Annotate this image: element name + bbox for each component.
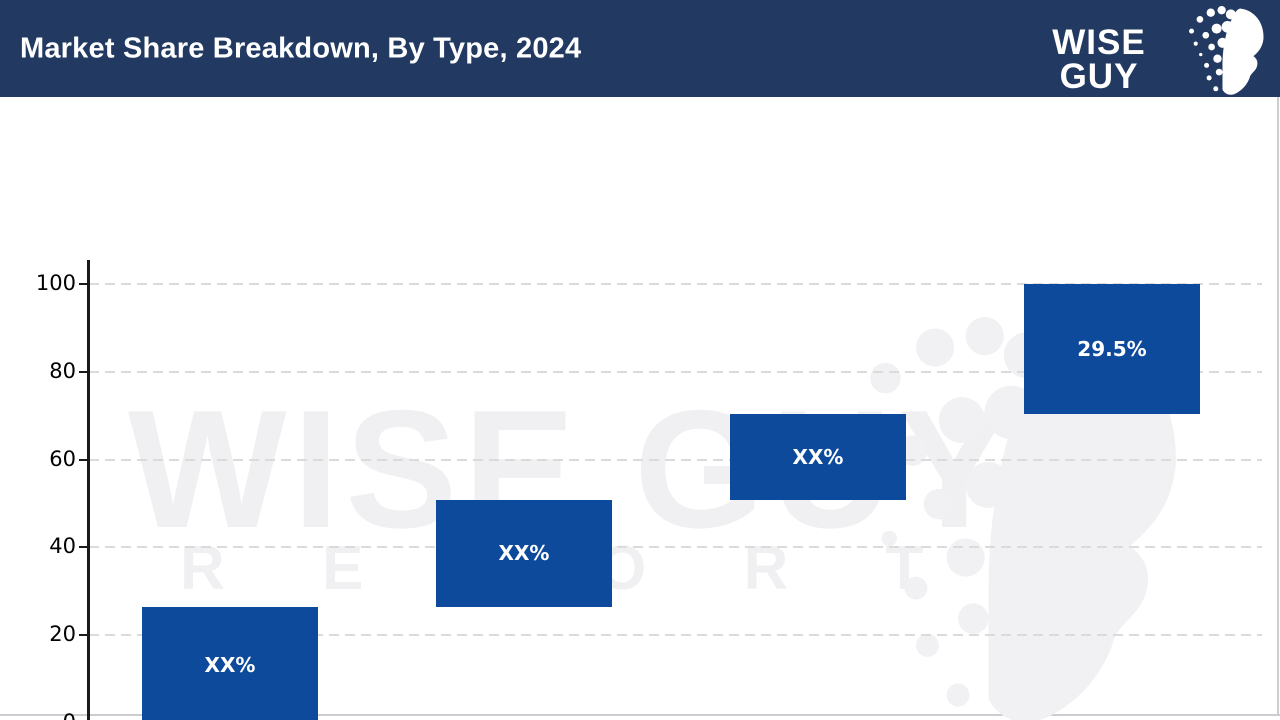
logo-subtitle: R E P O R T S — [1029, 96, 1175, 126]
header-bar: Market Share Breakdown, By Type, 2024 WI… — [0, 0, 1280, 126]
plot: 020406080100XX%XX%XX%29.5%Sourdough Toas… — [0, 97, 1280, 720]
gridline-100 — [89, 283, 1262, 285]
bar-value-label-3: XX% — [792, 444, 844, 469]
bar-value-label-2: XX% — [498, 541, 550, 566]
gridline-80 — [89, 370, 1262, 373]
y-tick-60 — [79, 458, 88, 461]
y-tick-label-60: 60 — [49, 446, 76, 471]
y-tick-100 — [79, 283, 88, 285]
bar-1: XX% — [142, 606, 318, 720]
bar-4: 29.5% — [1024, 284, 1200, 414]
y-tick-label-0: 0 — [16, 710, 76, 720]
gridline-60 — [89, 458, 1262, 461]
logo-wordmark: WISE GUY — [1052, 23, 1146, 96]
brand-logo: WISE GUY R E P O R T S — [1008, 4, 1268, 126]
right-border-line — [1277, 97, 1279, 716]
bar-value-label-4: 29.5% — [1077, 336, 1147, 361]
bottom-border-line — [0, 714, 1280, 716]
y-axis — [87, 260, 90, 720]
bar-value-label-1: XX% — [204, 652, 256, 677]
y-tick-40 — [79, 546, 88, 549]
chart-title: Market Share Breakdown, By Type, 2024 — [20, 32, 582, 64]
y-tick-label-20: 20 — [49, 622, 76, 647]
y-tick-80 — [79, 370, 88, 373]
gridline-40 — [89, 546, 1262, 549]
y-tick-label-80: 80 — [49, 358, 76, 383]
bar-2: XX% — [436, 499, 612, 607]
gridline-20 — [89, 634, 1262, 637]
logo-face-icon — [1189, 6, 1264, 95]
logo-text: WISE GUY R E P O R T S — [1008, 23, 1190, 126]
chart-area: WISE GUY R E P O R T S 020406080100XX%XX… — [0, 97, 1280, 720]
y-tick-20 — [79, 634, 88, 637]
bar-3: XX% — [730, 413, 906, 500]
y-tick-label-100: 100 — [35, 271, 76, 295]
y-tick-label-40: 40 — [49, 534, 76, 559]
